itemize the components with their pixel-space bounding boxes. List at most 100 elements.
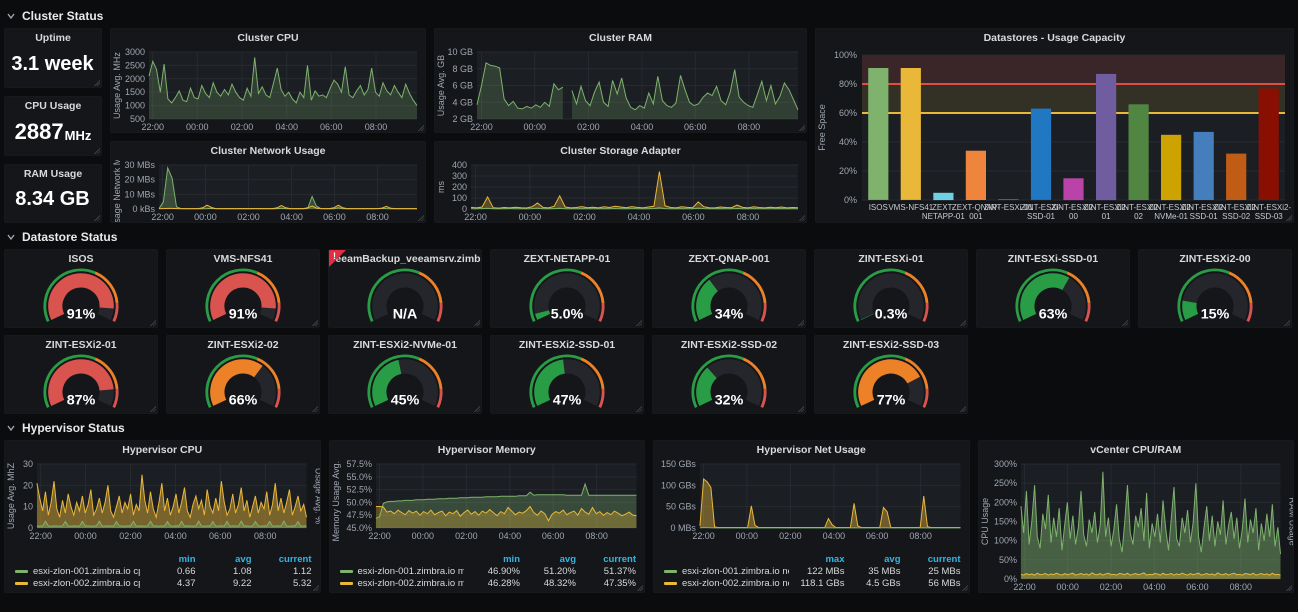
svg-text:00:00: 00:00 bbox=[736, 531, 758, 541]
panel-title[interactable]: ISOS bbox=[68, 253, 94, 265]
svg-text:SSD-01: SSD-01 bbox=[1190, 212, 1219, 221]
panel-title[interactable]: Cluster CPU bbox=[237, 32, 299, 44]
legend-series-name[interactable]: esxi-zlon-001.zimbra.io net usage averag… bbox=[664, 566, 789, 577]
svg-text:ZINT-ESXi-: ZINT-ESXi- bbox=[1021, 203, 1062, 212]
gauge[interactable]: 45% bbox=[329, 354, 481, 413]
section-header-datastore-status[interactable]: Datastore Status bbox=[6, 229, 1292, 244]
hypervisor-memory-chart[interactable]: 57.5% 55.0% 52.5% 50.0% 47.5% 45.0% 22:00 00:00… bbox=[330, 459, 645, 541]
section-header-cluster-status[interactable]: Cluster Status bbox=[6, 8, 1292, 23]
gauge-value: 77% bbox=[877, 392, 906, 408]
legend-series-name[interactable]: esxi-zlon-001.zimbra.io mem usage averag… bbox=[339, 566, 464, 577]
svg-text:06:00: 06:00 bbox=[682, 212, 705, 222]
svg-text:45.0%: 45.0% bbox=[346, 523, 371, 533]
svg-text:00:00: 00:00 bbox=[519, 212, 542, 222]
legend-series-name[interactable]: esxi-zlon-001.zimbra.io cpu usage averag… bbox=[15, 566, 140, 577]
panel-title[interactable]: RAM Usage bbox=[23, 168, 83, 180]
panel-title[interactable]: ZINT-ESXi2-SSD-01 bbox=[518, 339, 616, 351]
legend-column-header[interactable]: max bbox=[825, 554, 845, 565]
svg-text:0: 0 bbox=[462, 204, 467, 214]
legend-value: 47.35% bbox=[603, 578, 636, 589]
panel-title[interactable]: CPU Usage bbox=[24, 100, 82, 112]
svg-text:00:00: 00:00 bbox=[524, 122, 547, 132]
panel-title[interactable]: Cluster Storage Adapter bbox=[560, 145, 681, 157]
gauge[interactable]: 91% bbox=[167, 268, 319, 327]
gauge-panel-zint-esxi2-nvme-01: ZINT-ESXi2-NVMe-01 45% bbox=[328, 335, 482, 414]
legend-column-header[interactable]: current bbox=[603, 554, 636, 565]
svg-text:00:00: 00:00 bbox=[1056, 582, 1078, 592]
legend-column-header[interactable]: avg bbox=[884, 554, 901, 565]
legend-value: 1.12 bbox=[293, 566, 312, 577]
panel-title[interactable]: ZINT-ESXi2-01 bbox=[45, 339, 117, 351]
legend-column-header[interactable]: min bbox=[178, 554, 196, 565]
legend-column-header[interactable]: current bbox=[927, 554, 961, 565]
gauge[interactable]: 47% bbox=[491, 354, 643, 413]
legend-column-header[interactable]: current bbox=[278, 554, 312, 565]
svg-text:Memory Usage Avg. %: Memory Usage Avg. % bbox=[330, 459, 340, 541]
svg-text:01: 01 bbox=[1102, 212, 1111, 221]
svg-text:06:00: 06:00 bbox=[1186, 582, 1208, 592]
stat-value: 2887 MHz bbox=[5, 115, 101, 155]
panel-title[interactable]: Cluster Network Usage bbox=[210, 145, 326, 157]
legend-series-name[interactable]: esxi-zlon-002.zimbra.io cpu usage averag… bbox=[15, 578, 140, 589]
gauge[interactable]: 66% bbox=[167, 354, 319, 413]
panel-title[interactable]: ZINT-ESXi-SSD-01 bbox=[1007, 253, 1099, 265]
gauge-value: 91% bbox=[67, 306, 96, 322]
legend-column-header[interactable]: avg bbox=[559, 554, 576, 565]
svg-text:04:00: 04:00 bbox=[823, 531, 845, 541]
svg-text:2 GB: 2 GB bbox=[452, 114, 473, 124]
panel-title[interactable]: Hypervisor CPU bbox=[122, 444, 203, 456]
legend-value: 46.90% bbox=[487, 566, 520, 577]
gauge[interactable]: 0.3% bbox=[815, 268, 967, 327]
legend-column-header[interactable]: avg bbox=[235, 554, 252, 565]
panel-title[interactable]: ZINT-ESXi2-00 bbox=[1179, 253, 1251, 265]
panel-title[interactable]: Uptime bbox=[35, 32, 71, 44]
svg-text:Usage Avg. %: Usage Avg. % bbox=[314, 468, 320, 524]
panel-title[interactable]: ZEXT-QNAP-001 bbox=[688, 253, 770, 265]
gauge[interactable]: 15% bbox=[1139, 268, 1291, 327]
panel-title[interactable]: ZINT-ESXi2-SSD-03 bbox=[842, 339, 940, 351]
cluster-ram-chart[interactable]: 10 GB 8 GB 6 GB 4 GB 2 GB 22:00 00:00 02:00 04:0… bbox=[435, 47, 806, 132]
svg-text:Usage Avg. GB: Usage Avg. GB bbox=[436, 55, 446, 116]
panel-title[interactable]: Cluster RAM bbox=[588, 32, 652, 44]
gauge[interactable]: N/A bbox=[329, 268, 481, 327]
hypervisor-row: Hypervisor CPU 30 20 10 0 22:00 00:00 02:00 04:… bbox=[4, 440, 1294, 593]
cluster-storage-chart[interactable]: 400 300 200 100 0 22:00 00:00 02:00 04:00 06:00 08… bbox=[435, 160, 806, 222]
gauge[interactable]: 63% bbox=[977, 268, 1129, 327]
stat-value: 8.34 GB bbox=[5, 183, 101, 222]
legend-series-name[interactable]: esxi-zlon-002.zimbra.io mem usage averag… bbox=[339, 578, 464, 589]
svg-text:CPU Usage: CPU Usage bbox=[979, 498, 989, 545]
legend-series-name[interactable]: esxi-zlon-002.zimbra.io net usage averag… bbox=[664, 578, 789, 589]
svg-text:0 kBs: 0 kBs bbox=[132, 204, 155, 214]
panel-title[interactable]: ZINT-ESXi2-02 bbox=[207, 339, 279, 351]
datastores-capacity-chart[interactable]: 100% 80% 60% 40% 20% 0% ISOS VMS-NFS41 ZEXT- NETA… bbox=[816, 47, 1293, 222]
panel-title[interactable]: ZINT-ESXi2-SSD-02 bbox=[680, 339, 778, 351]
svg-text:2500: 2500 bbox=[125, 60, 145, 70]
panel-title[interactable]: ZEXT-NETAPP-01 bbox=[523, 253, 611, 265]
gauge-panel-zext-netapp-01: ZEXT-NETAPP-01 5.0% bbox=[490, 249, 644, 328]
panel-title[interactable]: Hypervisor Net Usage bbox=[756, 444, 866, 456]
svg-text:1000: 1000 bbox=[125, 101, 145, 111]
legend-column-header[interactable]: min bbox=[503, 554, 520, 565]
gauge[interactable]: 34% bbox=[653, 268, 805, 327]
panel-title[interactable]: VeeamBackup_veeamsrv.zimbra.io bbox=[329, 253, 481, 265]
panel-title[interactable]: VMS-NFS41 bbox=[213, 253, 273, 265]
cluster-network-chart[interactable]: 30 MBs 20 MBs 10 MBs 0 kBs 22:00 00:00 02:00 04… bbox=[111, 160, 425, 222]
svg-text:ZINT-ESXi2-: ZINT-ESXi2- bbox=[1246, 203, 1291, 212]
hypervisor-net-chart[interactable]: 150 GBs 100 GBs 50 GBs 0 MBs 22:00 00:00 02:00… bbox=[654, 459, 969, 541]
panel-title[interactable]: Hypervisor Memory bbox=[437, 444, 536, 456]
panel-title[interactable]: ZINT-ESXi-01 bbox=[858, 253, 924, 265]
svg-text:08:00: 08:00 bbox=[366, 212, 389, 222]
panel-title[interactable]: vCenter CPU/RAM bbox=[1090, 444, 1182, 456]
gauge[interactable]: 87% bbox=[5, 354, 157, 413]
section-header-hypervisor-status[interactable]: Hypervisor Status bbox=[6, 420, 1292, 435]
hypervisor-cpu-chart[interactable]: 30 20 10 0 22:00 00:00 02:00 04:00 06:00 08:00 Usa… bbox=[5, 459, 320, 541]
svg-text:30: 30 bbox=[23, 459, 33, 469]
panel-title[interactable]: Datastores - Usage Capacity bbox=[983, 32, 1126, 44]
gauge[interactable]: 77% bbox=[815, 354, 967, 413]
gauge[interactable]: 91% bbox=[5, 268, 157, 327]
panel-title[interactable]: ZINT-ESXi2-NVMe-01 bbox=[353, 339, 457, 351]
gauge[interactable]: 32% bbox=[653, 354, 805, 413]
gauge[interactable]: 5.0% bbox=[491, 268, 643, 327]
cluster-cpu-chart[interactable]: 3000 2500 2000 1500 1000 500 22:00 00:00 02:00 04… bbox=[111, 47, 425, 132]
vcenter-cpuram-chart[interactable]: 300% 250% 200% 150% 100% 50% 0% 22:00 00:00 02:00… bbox=[979, 459, 1293, 592]
